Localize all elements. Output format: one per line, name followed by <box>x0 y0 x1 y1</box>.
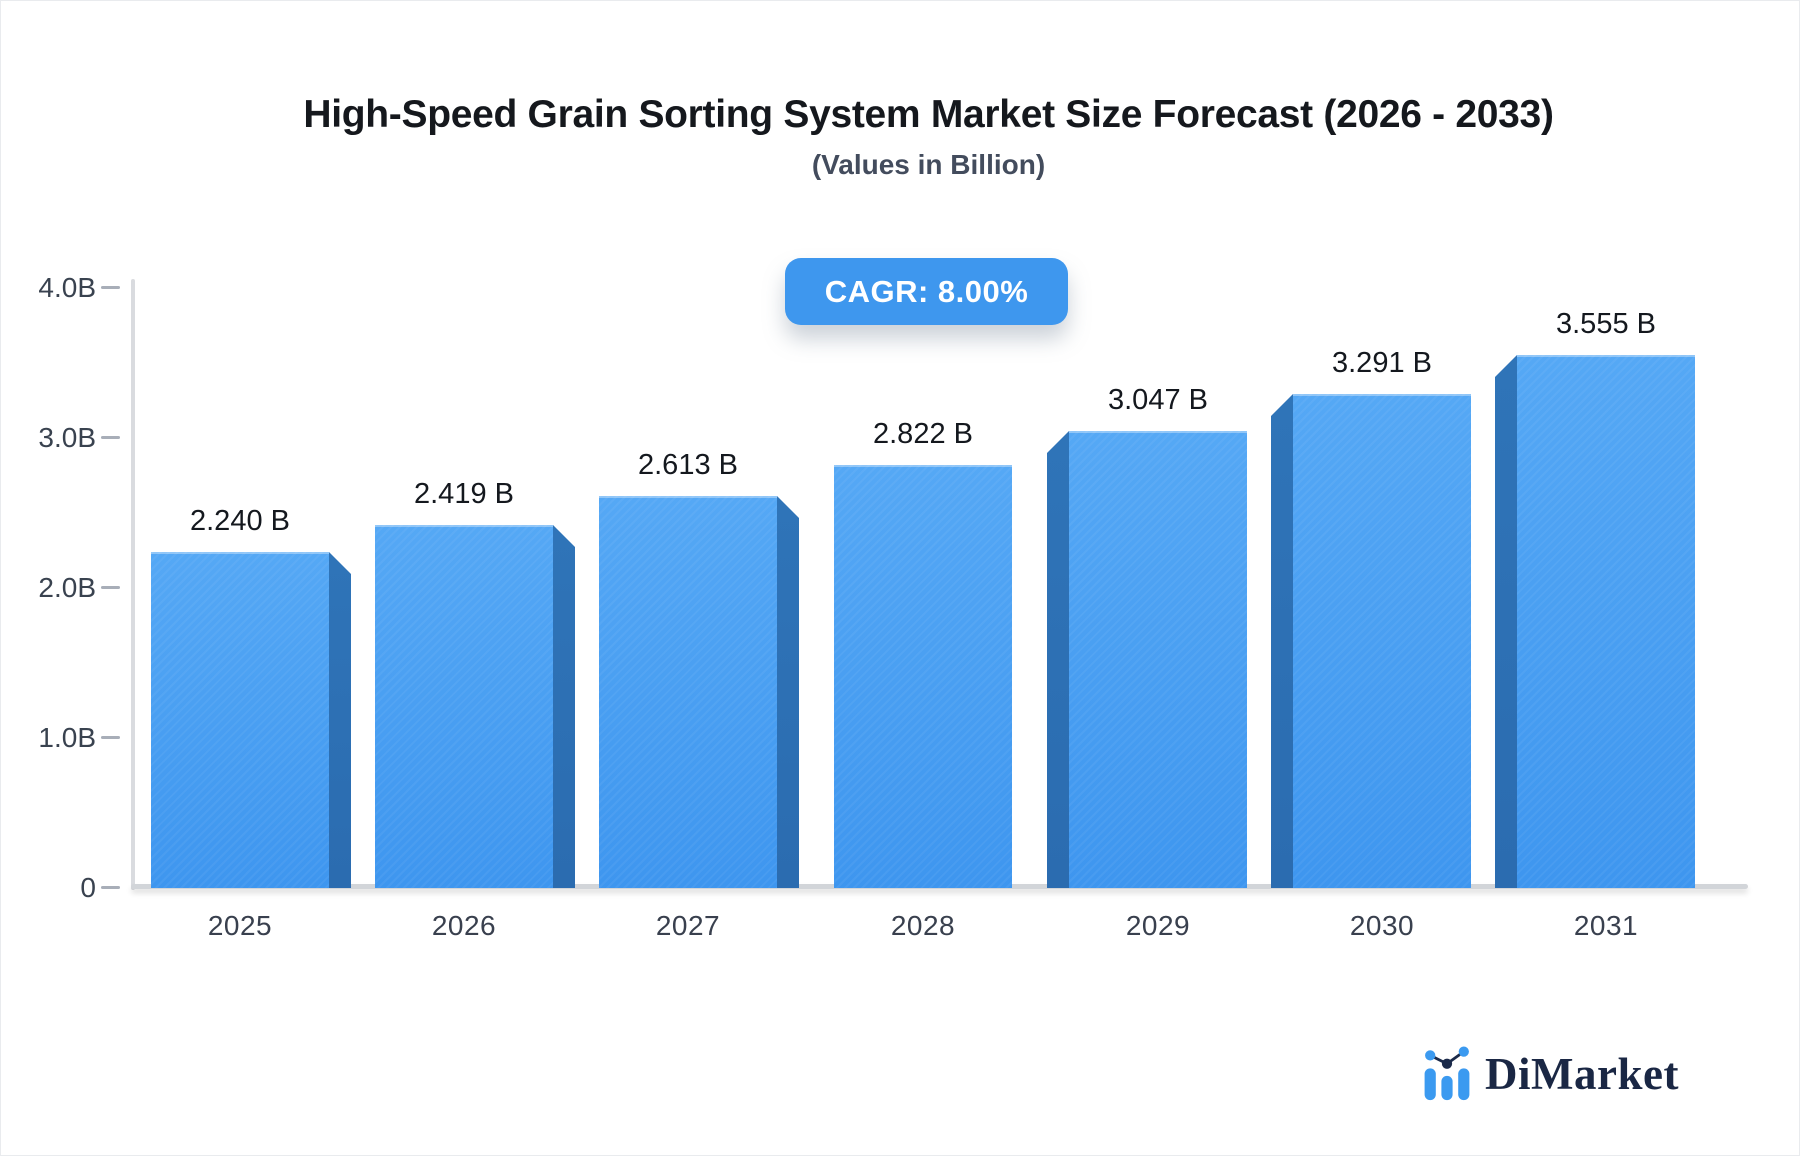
bar-side <box>777 496 799 888</box>
bar-value-label: 2.419 B <box>414 478 514 510</box>
y-axis-line <box>131 279 135 890</box>
x-tick-label: 2030 <box>1349 910 1415 941</box>
y-tick-label: 2.0B <box>38 572 96 603</box>
bar-face <box>834 465 1012 888</box>
bar-face <box>1517 355 1695 888</box>
y-tick-label: 1.0B <box>38 722 96 753</box>
y-tick-dash <box>101 886 120 889</box>
bar-side <box>329 552 351 888</box>
bar-value-label: 3.047 B <box>1108 384 1208 416</box>
page-title: High-Speed Grain Sorting System Market S… <box>303 93 1554 136</box>
x-tick-label: 2025 <box>207 910 273 941</box>
bar-face <box>599 496 777 888</box>
bar-chart-trend-icon <box>1424 1046 1470 1101</box>
bar-value-label: 2.240 B <box>190 505 290 537</box>
y-tick-dash <box>101 736 120 739</box>
brand-logo: DiMarket <box>1419 1043 1679 1105</box>
bar-value-label: 3.291 B <box>1332 347 1432 379</box>
y-tick-dash <box>101 436 120 439</box>
brand-name: DiMarket <box>1485 1049 1679 1099</box>
bar-value-label: 2.613 B <box>638 449 738 481</box>
bar-side <box>1271 394 1293 888</box>
y-tick-label: 4.0B <box>38 272 96 303</box>
y-tick-dash <box>101 586 120 589</box>
cagr-badge: CAGR: 8.00% <box>785 258 1068 325</box>
x-tick-label: 2028 <box>890 910 956 941</box>
y-tick-label: 3.0B <box>38 422 96 453</box>
page-subtitle: (Values in Billion) <box>811 149 1046 180</box>
y-tick-dash <box>101 286 120 289</box>
x-tick-label: 2026 <box>431 910 497 941</box>
x-tick-label: 2029 <box>1125 910 1191 941</box>
bar-face <box>1069 431 1247 888</box>
bar-face <box>375 525 553 888</box>
bar-side <box>553 525 575 888</box>
bar-side <box>1495 355 1517 888</box>
x-tick-label: 2031 <box>1573 910 1639 941</box>
bar-face <box>151 552 329 888</box>
y-tick-label: 0 <box>80 872 96 903</box>
bar-face <box>1293 394 1471 888</box>
bar-value-label: 3.555 B <box>1556 308 1656 340</box>
bar-side <box>1047 431 1069 888</box>
x-tick-label: 2027 <box>655 910 721 941</box>
bar-value-label: 2.822 B <box>873 418 973 450</box>
